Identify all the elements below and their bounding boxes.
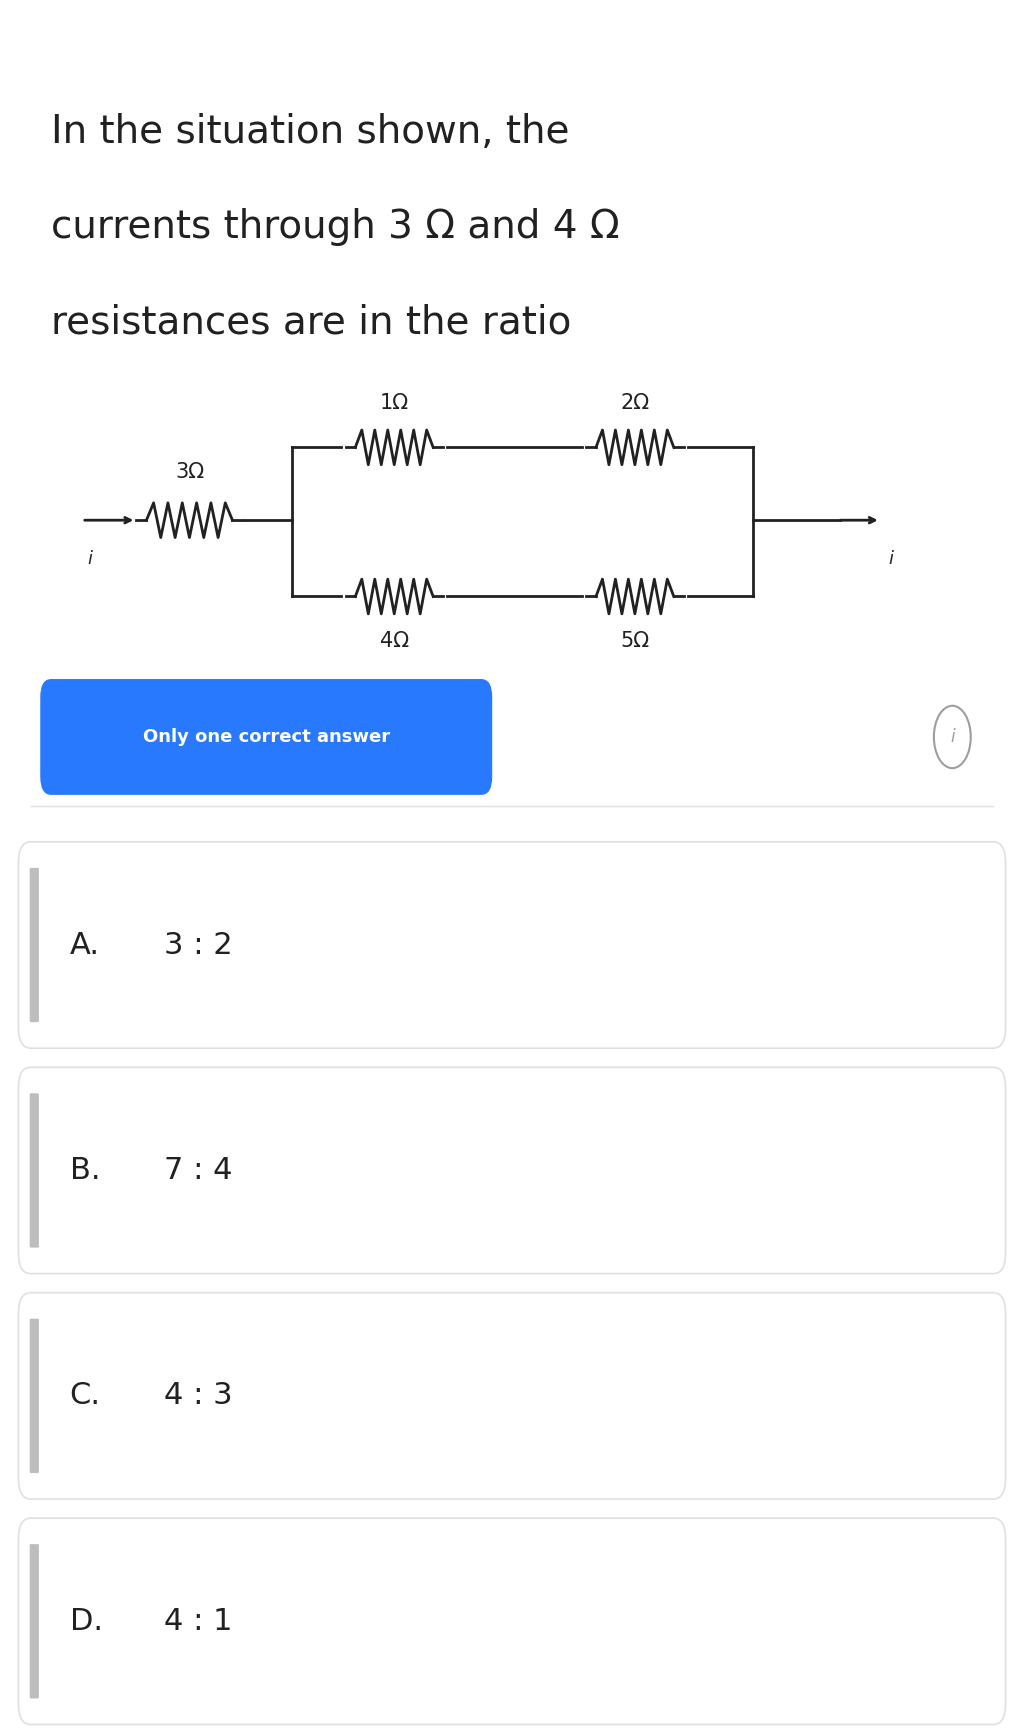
Text: resistances are in the ratio: resistances are in the ratio [51, 303, 571, 342]
Text: 3Ω: 3Ω [175, 461, 204, 482]
Text: 1Ω: 1Ω [380, 392, 409, 413]
Text: 7 : 4: 7 : 4 [164, 1157, 232, 1184]
Text: B.: B. [70, 1157, 100, 1184]
FancyBboxPatch shape [18, 1519, 1006, 1724]
Text: 2Ω: 2Ω [621, 392, 649, 413]
Text: In the situation shown, the: In the situation shown, the [51, 113, 569, 151]
Text: currents through 3 Ω and 4 Ω: currents through 3 Ω and 4 Ω [51, 208, 620, 246]
Text: i: i [889, 550, 894, 567]
Text: A.: A. [70, 931, 99, 959]
FancyBboxPatch shape [18, 843, 1006, 1047]
FancyBboxPatch shape [41, 680, 492, 794]
Text: Only one correct answer: Only one correct answer [142, 728, 390, 746]
Text: 5Ω: 5Ω [621, 631, 649, 652]
FancyBboxPatch shape [30, 1318, 39, 1474]
FancyBboxPatch shape [30, 1545, 39, 1699]
Text: i: i [87, 550, 92, 567]
FancyBboxPatch shape [18, 1066, 1006, 1273]
Text: 3 : 2: 3 : 2 [164, 931, 232, 959]
Text: 4 : 1: 4 : 1 [164, 1607, 232, 1635]
FancyBboxPatch shape [18, 1294, 1006, 1498]
Text: D.: D. [70, 1607, 102, 1635]
FancyBboxPatch shape [30, 867, 39, 1021]
FancyBboxPatch shape [30, 1094, 39, 1248]
Text: 4 : 3: 4 : 3 [164, 1382, 232, 1410]
Text: i: i [950, 728, 954, 746]
Text: 4Ω: 4Ω [380, 631, 409, 652]
Text: C.: C. [70, 1382, 100, 1410]
